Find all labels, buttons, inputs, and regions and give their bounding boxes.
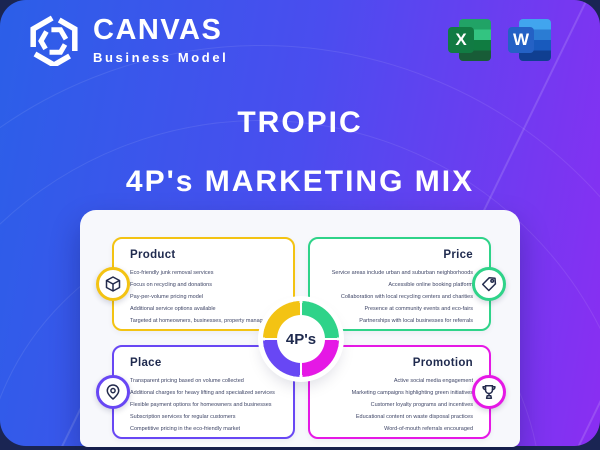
product-title: Product bbox=[130, 249, 176, 261]
promotion-list: Active social media engagement Marketing… bbox=[322, 375, 477, 435]
word-letter: W bbox=[508, 27, 534, 53]
list-item: Competitive pricing in the eco-friendly … bbox=[130, 426, 241, 432]
page-title: 4P's MARKETING MIX bbox=[125, 165, 475, 198]
list-item: Eco-friendly junk removal services bbox=[130, 270, 214, 276]
list-item: Presence at community events and eco-fai… bbox=[364, 306, 473, 312]
price-icon-bubble bbox=[472, 267, 506, 301]
promotion-card: Promotion Active social media engagement… bbox=[308, 345, 491, 439]
list-item: Focus on recycling and donations bbox=[130, 282, 212, 288]
list-item: Service areas include urban and suburban… bbox=[331, 270, 473, 276]
four-ps-ring: 4P's bbox=[263, 301, 339, 377]
place-card: Place Transparent pricing based on volum… bbox=[112, 345, 295, 439]
brand-text: CANVAS Business Model bbox=[93, 13, 229, 65]
trophy-icon bbox=[482, 385, 496, 399]
list-item: Educational content on waste disposal pr… bbox=[355, 414, 473, 420]
place-title: Place bbox=[130, 357, 162, 369]
place-icon-bubble bbox=[96, 375, 130, 409]
product-list: Eco-friendly junk removal services Focus… bbox=[126, 267, 281, 327]
marketing-mix-panel: Product Eco-friendly junk removal servic… bbox=[80, 210, 520, 447]
excel-letter: X bbox=[448, 27, 474, 53]
brand-name: CANVAS bbox=[93, 13, 223, 46]
promotion-title: Promotion bbox=[412, 357, 473, 369]
price-card: Price Service areas include urban and su… bbox=[308, 237, 491, 331]
list-item: Word-of-mouth referrals encouraged bbox=[384, 426, 473, 432]
location-pin-icon bbox=[106, 384, 120, 400]
place-list: Transparent pricing based on volume coll… bbox=[126, 375, 281, 435]
four-ps-center-label: 4P's bbox=[277, 315, 325, 363]
list-item: Subscription services for regular custom… bbox=[130, 414, 236, 420]
list-item: Transparent pricing based on volume coll… bbox=[130, 378, 244, 384]
cube-icon bbox=[105, 276, 121, 292]
list-item: Additional service options available bbox=[130, 306, 216, 312]
list-item: Collaboration with local recycling cente… bbox=[340, 294, 473, 300]
price-tag-icon bbox=[481, 276, 497, 292]
list-item: Targeted at homeowners, businesses, prop… bbox=[130, 318, 271, 324]
list-item: Marketing campaigns highlighting green i… bbox=[351, 390, 473, 396]
list-item: Active social media engagement bbox=[393, 378, 473, 384]
price-list: Service areas include urban and suburban… bbox=[322, 267, 477, 327]
list-item: Pay-per-volume pricing model bbox=[130, 294, 204, 300]
list-item: Additional charges for heavy lifting and… bbox=[130, 390, 275, 396]
canvas-hexagon-logo-icon bbox=[30, 14, 78, 66]
list-item: Accessible online booking platform bbox=[388, 282, 473, 288]
list-item: Customer loyalty programs and incentives bbox=[370, 402, 473, 408]
list-item: Partnerships with local businesses for r… bbox=[359, 318, 473, 324]
template-title: TROPIC bbox=[237, 106, 363, 139]
list-item: Flexible payment options for homeowners … bbox=[130, 402, 272, 408]
word-file-icon[interactable]: W bbox=[508, 18, 552, 62]
price-title: Price bbox=[443, 249, 473, 261]
brand-logo: CANVAS Business Model bbox=[28, 14, 228, 66]
file-format-badges: X W bbox=[448, 18, 552, 62]
promotion-icon-bubble bbox=[472, 375, 506, 409]
product-icon-bubble bbox=[96, 267, 130, 301]
excel-file-icon[interactable]: X bbox=[448, 18, 492, 62]
brand-tagline: Business Model bbox=[93, 49, 229, 65]
product-card: Product Eco-friendly junk removal servic… bbox=[112, 237, 295, 331]
